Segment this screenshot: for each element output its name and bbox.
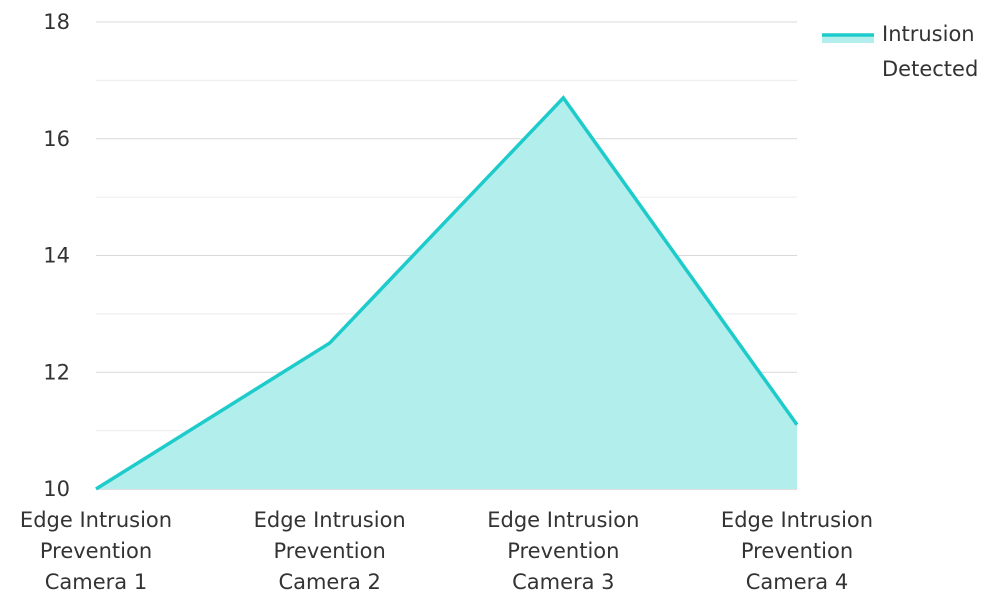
- x-tick-label-line: Edge Intrusion: [254, 508, 406, 532]
- x-tick-label-line: Prevention: [274, 539, 386, 563]
- x-tick-label-line: Camera 3: [512, 570, 614, 594]
- x-tick-label-line: Camera 2: [278, 570, 380, 594]
- legend-label-line: Intrusion: [882, 22, 975, 46]
- x-tick-label-line: Prevention: [40, 539, 152, 563]
- x-tick-label-line: Prevention: [741, 539, 853, 563]
- y-axis: 10 12 14 16 18: [43, 10, 70, 501]
- x-tick-label-line: Camera 4: [746, 570, 848, 594]
- x-tick-label: Edge Intrusion Prevention Camera 2: [254, 508, 406, 594]
- x-tick-label-line: Edge Intrusion: [487, 508, 639, 532]
- y-tick-label: 12: [43, 360, 70, 384]
- series-area-fill: [96, 97, 797, 489]
- x-tick-label-line: Edge Intrusion: [721, 508, 873, 532]
- series-line: [95, 95, 799, 491]
- legend-label-line: Detected: [882, 57, 978, 81]
- x-tick-label: Edge Intrusion Prevention Camera 3: [487, 508, 639, 594]
- y-tick-label: 10: [43, 477, 70, 501]
- x-tick-label: Edge Intrusion Prevention Camera 4: [721, 508, 873, 594]
- x-tick-label-line: Edge Intrusion: [20, 508, 172, 532]
- x-tick-label: Edge Intrusion Prevention Camera 1: [20, 508, 172, 594]
- x-tick-label-line: Prevention: [507, 539, 619, 563]
- legend-swatch-fill: [822, 35, 874, 43]
- y-tick-label: 14: [43, 244, 70, 268]
- legend: Intrusion Detected: [822, 22, 981, 81]
- y-tick-label: 16: [43, 127, 70, 151]
- x-tick-label-line: Camera 1: [45, 570, 147, 594]
- legend-label-intrusion-detected: Intrusion Detected: [882, 22, 981, 81]
- y-tick-label: 18: [43, 10, 70, 34]
- series-area-layer: [95, 95, 799, 491]
